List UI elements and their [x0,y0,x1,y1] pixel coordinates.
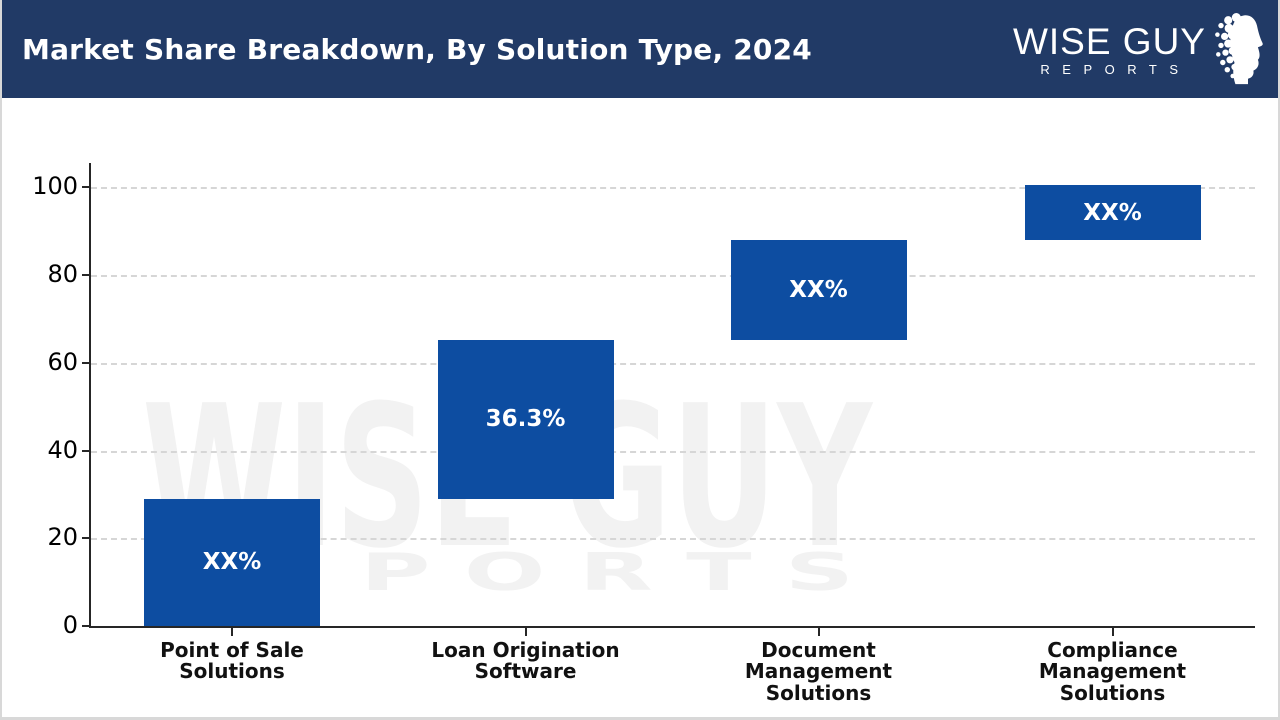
x-tick-mark [817,627,820,636]
logo-wordmark: WISE GUY REPORTS [1013,23,1206,76]
y-tick-mark [82,537,91,540]
x-category-label: Compliance Management Solutions [983,638,1243,705]
x-category-label-line: Point of Sale [160,638,304,662]
x-category-label-line: Management [744,659,893,684]
y-tick-mark [82,361,91,364]
y-tick-label: 100 [32,172,78,201]
bar-segment: XX% [730,240,907,340]
y-tick-label: 0 [62,611,78,639]
x-category-label-line: Solutions [765,680,872,705]
y-tick-label: 80 [47,260,78,289]
y-tick-label: 40 [47,435,78,464]
x-tick-mark [231,627,233,636]
x-axis-spine [89,626,1255,628]
x-category-label: Document Management Solutions [689,638,949,705]
x-category-label-line: Solutions [1059,680,1166,705]
bar-value-label: XX% [1083,199,1142,226]
x-tick-mark [1111,627,1114,636]
gridline [91,538,1255,541]
y-tick-mark [82,274,91,277]
x-category-label-line: Loan Origination [431,638,620,662]
bar-segment: XX% [144,498,320,626]
gridline [91,450,1255,453]
y-tick-label: 60 [47,347,78,376]
bar-value-label: 36.3% [485,406,566,433]
x-category-label: Point of Sale Solutions [102,638,362,684]
y-tick-mark [82,625,91,627]
bar-value-label: XX% [202,549,262,576]
x-category-label-line: Compliance [1047,638,1178,662]
gridline [91,275,1255,278]
gridline [91,362,1255,365]
x-category-label: Loan Origination Software [396,638,656,684]
logo-text-reports: REPORTS [1040,61,1191,77]
x-category-label-line: Management [1038,659,1187,684]
gridline [91,187,1255,190]
x-category-label-line: Software [474,659,577,684]
header-bar: Market Share Breakdown, By Solution Type… [2,0,1280,98]
x-category-label-line: Solutions [179,659,285,684]
bar-segment: 36.3% [437,339,614,499]
x-tick-mark [524,627,527,636]
logo-text-wise-guy: WISE GUY [1012,20,1206,62]
y-axis-spine [89,163,91,628]
x-category-label-line: Document [761,638,876,662]
logo-head-icon [1210,13,1268,85]
bar-segment: XX% [1024,185,1201,241]
bar-value-label: XX% [789,276,848,303]
y-tick-mark [82,186,91,189]
wise-guy-logo: WISE GUY REPORTS [1013,13,1280,85]
y-tick-mark [82,449,91,452]
page-title: Market Share Breakdown, By Solution Type… [22,32,812,66]
y-tick-label: 20 [47,523,78,552]
